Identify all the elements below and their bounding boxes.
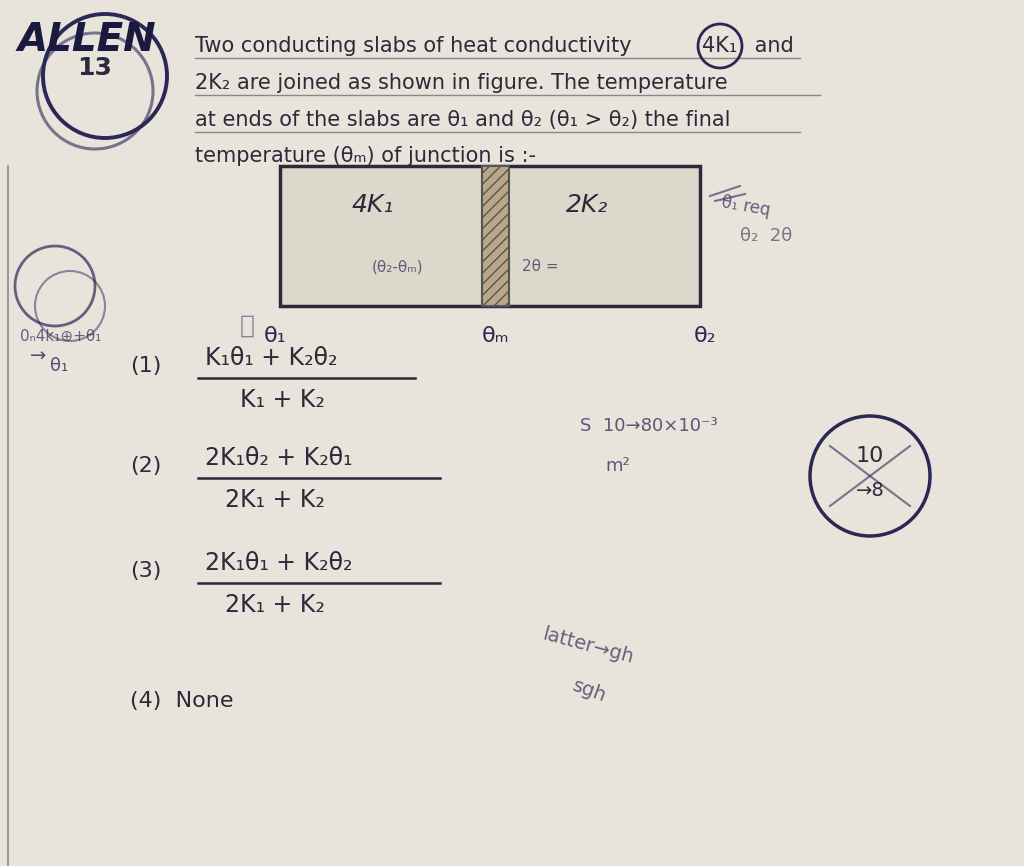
Text: 4K₁: 4K₁ — [702, 36, 737, 56]
Text: θ₁: θ₁ — [50, 357, 69, 375]
Text: K₁ + K₂: K₁ + K₂ — [240, 388, 325, 412]
Text: θₘ: θₘ — [481, 326, 509, 346]
Text: K₁θ₁ + K₂θ₂: K₁θ₁ + K₂θ₂ — [205, 346, 338, 370]
Text: at ends of the slabs are θ₁ and θ₂ (θ₁ > θ₂) the final: at ends of the slabs are θ₁ and θ₂ (θ₁ >… — [195, 110, 730, 130]
Text: 0ₙ4k₁⊕+θ₁: 0ₙ4k₁⊕+θ₁ — [20, 328, 101, 344]
Text: θ₁: θ₁ — [263, 326, 287, 346]
Text: (θ₂-θₘ): (θ₂-θₘ) — [372, 259, 423, 275]
Text: →: → — [30, 346, 46, 365]
Bar — [481, 166, 509, 306]
Text: 2K₁θ₁ + K₂θ₂: 2K₁θ₁ + K₂θ₂ — [205, 551, 352, 575]
Text: 2K₁ + K₂: 2K₁ + K₂ — [225, 593, 325, 617]
Text: θ₂: θ₂ — [693, 326, 717, 346]
Text: (1): (1) — [130, 356, 162, 376]
Text: S  10→80×10⁻³: S 10→80×10⁻³ — [580, 417, 718, 435]
Text: m²: m² — [605, 457, 630, 475]
Text: 2θ =: 2θ = — [522, 259, 559, 275]
Text: latter→gh: latter→gh — [540, 624, 636, 668]
Text: ALLEN: ALLEN — [18, 21, 157, 59]
Text: 2K₂ are joined as shown in figure. The temperature: 2K₂ are joined as shown in figure. The t… — [195, 73, 728, 93]
Text: temperature (θₘ) of junction is :-: temperature (θₘ) of junction is :- — [195, 146, 536, 166]
Text: 2K₂: 2K₂ — [565, 193, 607, 217]
Text: 4K₁: 4K₁ — [351, 193, 393, 217]
Text: θ₂  2θ: θ₂ 2θ — [740, 227, 793, 245]
Text: and: and — [748, 36, 794, 56]
Text: 2K₁θ₂ + K₂θ₁: 2K₁θ₂ + K₂θ₁ — [205, 446, 352, 470]
Text: 🖊: 🖊 — [240, 314, 255, 338]
Text: →8: →8 — [856, 481, 885, 501]
Text: (3): (3) — [130, 561, 162, 581]
Bar — [280, 166, 700, 306]
Text: 10: 10 — [856, 446, 884, 466]
Text: θ₁ req: θ₁ req — [720, 193, 772, 219]
Text: Two conducting slabs of heat conductivity: Two conducting slabs of heat conductivit… — [195, 36, 632, 56]
Text: (4)  None: (4) None — [130, 691, 233, 711]
Text: 2K₁ + K₂: 2K₁ + K₂ — [225, 488, 325, 512]
Text: 13: 13 — [78, 56, 113, 80]
Text: (2): (2) — [130, 456, 162, 476]
Text: sgh: sgh — [570, 676, 609, 706]
